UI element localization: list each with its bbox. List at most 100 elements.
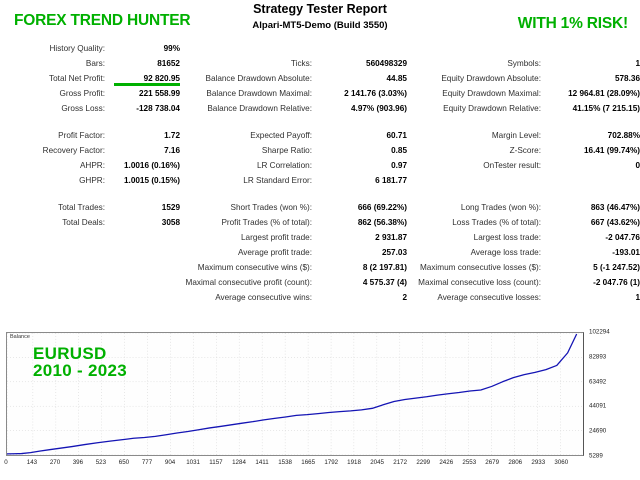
stat-cell: Largest loss trade: -2 047.76: [407, 233, 640, 242]
stat-value: 666 (69.22%): [357, 203, 407, 212]
x-axis-tick-label: 2806: [508, 459, 523, 466]
stat-cell: Profit Trades (% of total): 862 (56.38%): [180, 218, 407, 227]
x-axis-tick-label: 2426: [439, 459, 454, 466]
stat-cell: Maximum consecutive wins ($): 8 (2 197.81…: [180, 263, 407, 272]
stat-cell: Average consecutive losses: 1: [407, 293, 640, 302]
stat-value: -2 047.76: [605, 233, 640, 242]
x-axis-tick-label: 396: [72, 459, 84, 466]
x-axis-tick-label: 2933: [531, 459, 546, 466]
stat-value: 2: [402, 293, 407, 302]
stats-spacer: [0, 191, 640, 203]
stat-value: 8 (2 197.81): [362, 263, 407, 272]
x-axis-tick-label: 1411: [255, 459, 269, 466]
stat-value: -193.01: [612, 248, 640, 257]
stat-label: Ticks:: [290, 59, 312, 68]
y-axis-tick-label: 5289: [589, 452, 603, 460]
stat-row: Total Trades: 1529 Short Trades (won %): 66…: [0, 203, 640, 218]
stat-label: Maximum consecutive wins ($):: [197, 263, 312, 272]
stat-cell: Total Net Profit: 92 820.95: [0, 74, 180, 86]
stat-cell: Sharpe Ratio: 0.85: [180, 146, 407, 155]
stat-label: Average profit trade:: [237, 248, 312, 257]
stat-label: Z-Score:: [509, 146, 541, 155]
stat-cell: Balance Drawdown Absolute: 44.85: [180, 74, 407, 83]
y-axis-tick-label: 63492: [589, 378, 607, 386]
stat-value: 560498329: [366, 59, 407, 68]
x-axis-tick-label: 1284: [232, 459, 246, 466]
stat-label: Recovery Factor:: [42, 146, 105, 155]
stat-cell: LR Standard Error: 6 181.77: [180, 176, 407, 185]
stats-block-trades: Total Trades: 1529 Short Trades (won %): 66…: [0, 203, 640, 308]
chart-canvas: [7, 333, 583, 455]
stat-label: Average consecutive wins:: [215, 293, 312, 302]
banner-risk-note: WITH 1% RISK!: [517, 15, 628, 32]
x-axis-tick-label: 904: [164, 459, 176, 466]
stat-value: 0.85: [391, 146, 407, 155]
stat-row: History Quality: 99%: [0, 44, 640, 59]
x-axis-tick-label: 523: [95, 459, 107, 466]
report-subtitle: Alpari-MT5-Demo (Build 3550): [252, 20, 388, 31]
banner-product-name: FOREX TREND HUNTER: [14, 12, 191, 29]
page-title: Strategy Tester Report: [253, 2, 387, 16]
stat-value: 1: [635, 59, 640, 68]
stat-cell: AHPR: 1.0016 (0.16%): [0, 161, 180, 170]
stat-row: Bars: 81652 Ticks: 560498329 Symbols: 1: [0, 59, 640, 74]
stat-value: 1.72: [164, 131, 180, 140]
y-axis-tick-label: 24690: [589, 427, 607, 435]
chart-overlay-period: 2010 - 2023: [33, 361, 128, 381]
stat-value: 81652: [157, 59, 180, 68]
stat-cell: Ticks: 560498329: [180, 59, 407, 68]
stat-row: AHPR: 1.0016 (0.16%) LR Correlation: 0.97 On…: [0, 161, 640, 176]
stat-label: Profit Factor:: [58, 131, 105, 140]
stat-value: 3058: [161, 218, 180, 227]
balance-chart: Balance EURUSD 2010 - 2023 102294 82893 63…: [4, 329, 634, 474]
stat-label: Total Trades:: [58, 203, 105, 212]
x-axis-tick-label: 0: [4, 459, 8, 466]
stat-value: 257.03: [381, 248, 407, 257]
stat-cell: Margin Level: 702.88%: [407, 131, 640, 140]
stat-value: 41.15% (7 215.15): [572, 104, 640, 113]
stat-value: 1.0016 (0.16%): [124, 161, 180, 170]
x-axis-tick-label: 1918: [347, 459, 361, 466]
stat-label: Profit Trades (% of total):: [221, 218, 312, 227]
stat-value: 1529: [161, 203, 180, 212]
stat-cell: Equity Drawdown Relative: 41.15% (7 215.1…: [407, 104, 640, 113]
stat-row: GHPR: 1.0015 (0.15%) LR Standard Error: 6 1…: [0, 176, 640, 191]
stat-cell: Total Trades: 1529: [0, 203, 180, 212]
stat-value: 578.36: [614, 74, 640, 83]
x-axis-tick-label: 1665: [301, 459, 316, 466]
stat-value: 2 931.87: [375, 233, 407, 242]
stat-value: 1.0015 (0.15%): [124, 176, 180, 185]
stat-cell: Equity Drawdown Absolute: 578.36: [407, 74, 640, 83]
stat-cell: GHPR: 1.0015 (0.15%): [0, 176, 180, 185]
stat-cell: Average loss trade: -193.01: [407, 248, 640, 257]
stat-row: Gross Loss: -128 738.04 Balance Drawdown R…: [0, 104, 640, 119]
stat-cell: Balance Drawdown Maximal: 2 141.76 (3.03%…: [180, 89, 407, 98]
stats-spacer: [0, 119, 640, 131]
stat-label: Sharpe Ratio:: [261, 146, 312, 155]
stat-cell: OnTester result: 0: [407, 161, 640, 170]
stat-label: Gross Loss:: [61, 104, 105, 113]
x-axis-tick-label: 1792: [324, 459, 339, 466]
stat-row: Maximum consecutive wins ($): 8 (2 197.81…: [0, 263, 640, 278]
stat-label: Maximum consecutive losses ($):: [419, 263, 541, 272]
stat-row: Maximal consecutive profit (count): 4 575…: [0, 278, 640, 293]
stat-cell: Balance Drawdown Relative: 4.97% (903.96): [180, 104, 407, 113]
y-axis-tick-label: 44091: [589, 402, 607, 410]
stat-row: Largest profit trade: 2 931.87 Largest los…: [0, 233, 640, 248]
stat-value: 1: [635, 293, 640, 302]
x-axis-tick-label: 2553: [462, 459, 477, 466]
stat-label: Balance Drawdown Relative:: [207, 104, 312, 113]
stat-label: Symbols:: [507, 59, 541, 68]
chart-series-label: Balance: [10, 334, 30, 340]
stat-label: Margin Level:: [491, 131, 541, 140]
stat-value: 221 558.99: [139, 89, 180, 98]
stat-label: Bars:: [85, 59, 105, 68]
chart-overlay-symbol: EURUSD: [33, 344, 107, 363]
stat-cell: Bars: 81652: [0, 59, 180, 68]
chart-x-axis: 0 143 270 396 523 650 777 904 1031 1157 1284 1411 15…: [4, 458, 584, 472]
stat-cell: Average profit trade: 257.03: [180, 248, 407, 257]
stat-row: Total Net Profit: 92 820.95 Balance Drawdo…: [0, 74, 640, 89]
stat-cell: History Quality: 99%: [0, 44, 180, 53]
report-header: Strategy Tester Report Alpari-MT5-Demo (…: [0, 0, 640, 44]
stat-cell: Loss Trades (% of total): 667 (43.62%): [407, 218, 640, 227]
